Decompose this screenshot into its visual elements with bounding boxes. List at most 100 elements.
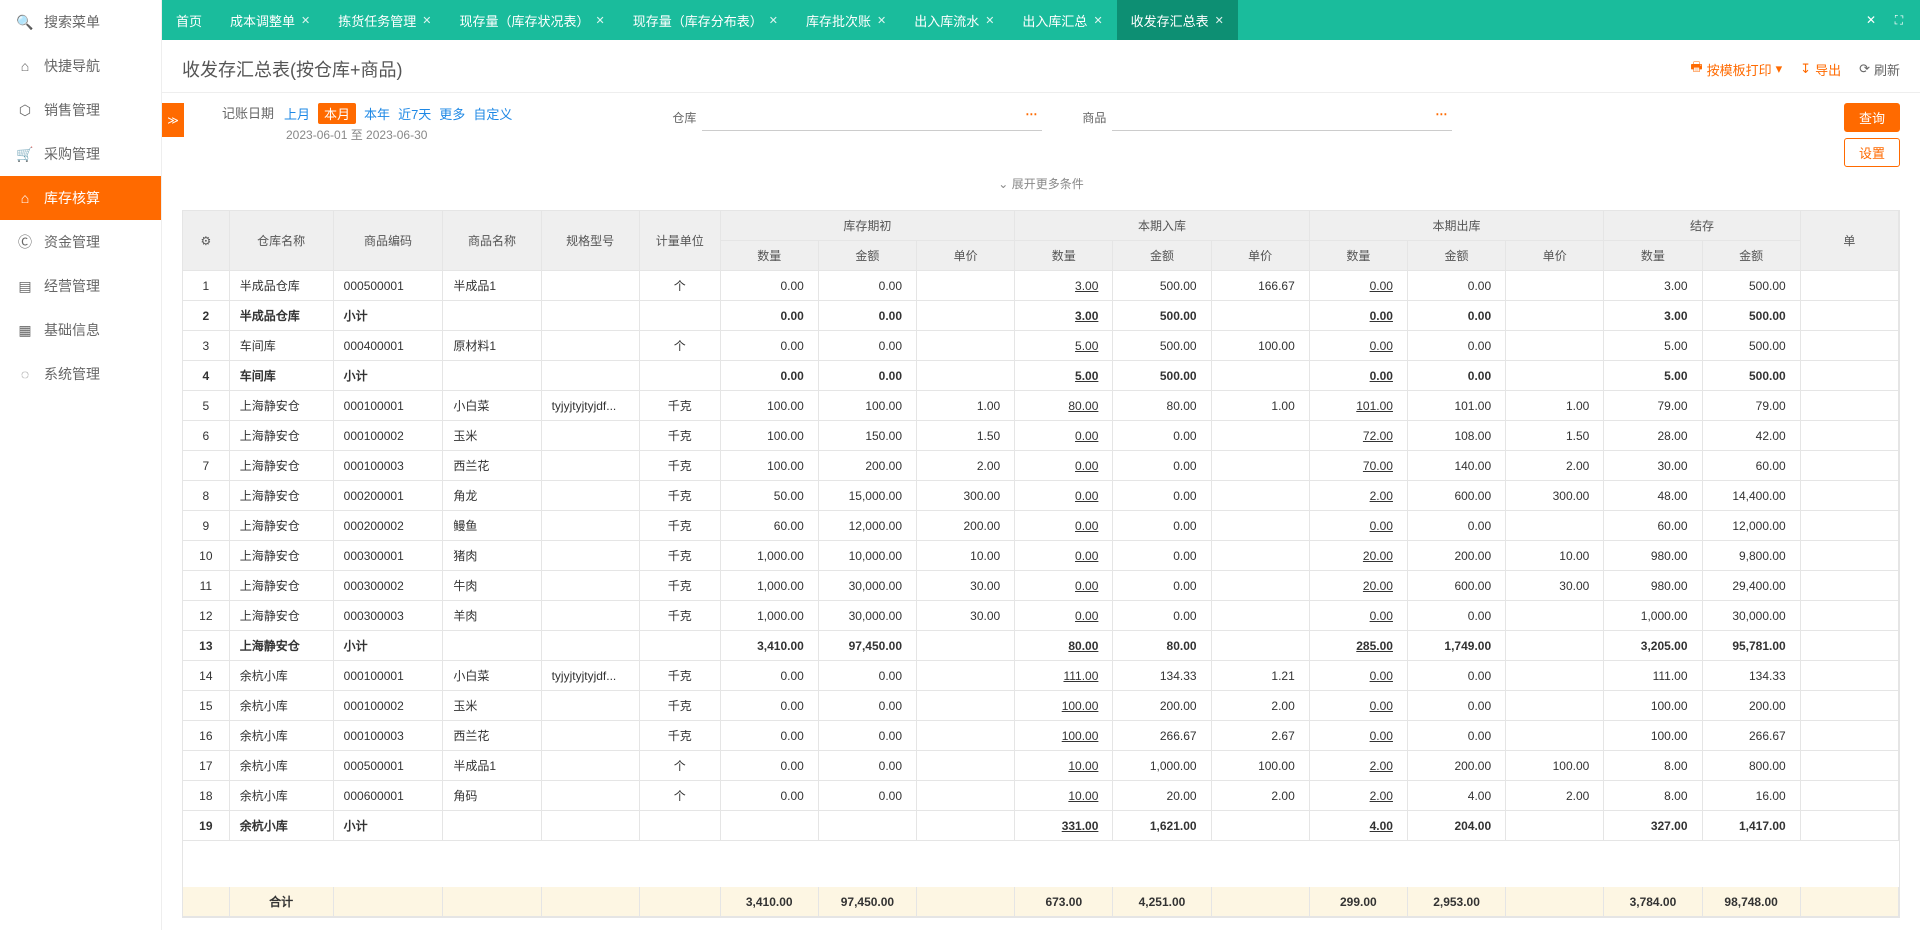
cell-pi: 2.00 xyxy=(1211,691,1309,721)
cell-qi[interactable]: 10.00 xyxy=(1015,751,1113,781)
tab-close-icon[interactable]: ✕ xyxy=(769,14,778,27)
sidebar-item-1[interactable]: ⌂ 快捷导航 xyxy=(0,44,161,88)
tab-close-icon[interactable]: ✕ xyxy=(596,14,605,27)
cell-qi[interactable]: 100.00 xyxy=(1015,691,1113,721)
cell-name: 猪肉 xyxy=(443,541,541,571)
cell-qo[interactable]: 70.00 xyxy=(1309,451,1407,481)
range-3[interactable]: 近7天 xyxy=(398,104,431,123)
cell-qi[interactable]: 0.00 xyxy=(1015,511,1113,541)
refresh-button[interactable]: ⟳ 刷新 xyxy=(1859,60,1900,79)
tab-6[interactable]: 出入库流水✕ xyxy=(900,0,1008,40)
sidebar-item-4[interactable]: ⌂ 库存核算 xyxy=(0,176,161,220)
cell-qo[interactable]: 0.00 xyxy=(1309,331,1407,361)
cell-qo[interactable]: 0.00 xyxy=(1309,601,1407,631)
cell-q0: 1,000.00 xyxy=(720,601,818,631)
sidebar-item-7[interactable]: ▦ 基础信息 xyxy=(0,308,161,352)
expand-filters-button[interactable]: ⌄ 展开更多条件 xyxy=(182,167,1900,198)
cell-qi[interactable]: 100.00 xyxy=(1015,721,1113,751)
sidebar-item-0[interactable]: 🔍 搜索菜单 xyxy=(0,0,161,44)
tab-close-icon[interactable]: ✕ xyxy=(1215,14,1224,27)
cell-qi[interactable]: 0.00 xyxy=(1015,601,1113,631)
cell-qi[interactable]: 0.00 xyxy=(1015,421,1113,451)
cell-qo[interactable]: 101.00 xyxy=(1309,391,1407,421)
cell-qo[interactable]: 20.00 xyxy=(1309,571,1407,601)
cell-qo[interactable]: 0.00 xyxy=(1309,511,1407,541)
sidebar-item-label: 库存核算 xyxy=(44,188,100,208)
tab-8[interactable]: 收发存汇总表✕ xyxy=(1117,0,1238,40)
cell-ai: 500.00 xyxy=(1113,301,1211,331)
product-picker-icon[interactable]: ⋯ xyxy=(1435,107,1448,121)
sidebar-item-3[interactable]: 🛒 采购管理 xyxy=(0,132,161,176)
print-button[interactable]: 🖶 按模板打印 ▾ xyxy=(1690,58,1782,80)
query-button[interactable]: 查询 xyxy=(1844,103,1900,132)
product-input[interactable]: ⋯ xyxy=(1112,103,1452,131)
cell-qi[interactable]: 0.00 xyxy=(1015,571,1113,601)
tab-3[interactable]: 现存量（库存状况表）✕ xyxy=(445,0,618,40)
cell-qi[interactable]: 111.00 xyxy=(1015,661,1113,691)
tab-5[interactable]: 库存批次账✕ xyxy=(792,0,900,40)
cell-qi[interactable]: 80.00 xyxy=(1015,391,1113,421)
cell-qi[interactable]: 0.00 xyxy=(1015,481,1113,511)
cell-qi[interactable]: 10.00 xyxy=(1015,781,1113,811)
cell-qi[interactable]: 80.00 xyxy=(1015,631,1113,661)
tab-close-icon[interactable]: ✕ xyxy=(1093,14,1102,27)
range-5[interactable]: 自定义 xyxy=(473,104,512,123)
range-0[interactable]: 上月 xyxy=(284,104,310,123)
sidebar-item-5[interactable]: Ⓒ 资金管理 xyxy=(0,220,161,264)
grid-body[interactable]: 1 半成品仓库 000500001 半成品1 个0.000.003.00500.… xyxy=(183,271,1899,887)
cell-ao: 204.00 xyxy=(1407,811,1505,841)
cell-qi[interactable]: 3.00 xyxy=(1015,271,1113,301)
settings-button[interactable]: 设置 xyxy=(1844,138,1900,167)
tab-close-icon[interactable]: ✕ xyxy=(422,14,431,27)
cell-qo[interactable]: 0.00 xyxy=(1309,271,1407,301)
tabs-close-all-icon[interactable]: ✕ xyxy=(1860,9,1882,31)
cell-a0: 0.00 xyxy=(818,751,916,781)
cell-qi[interactable]: 5.00 xyxy=(1015,331,1113,361)
cell-pi xyxy=(1211,421,1309,451)
tab-close-icon[interactable]: ✕ xyxy=(877,14,886,27)
cell-qo[interactable]: 0.00 xyxy=(1309,301,1407,331)
cell-qo[interactable]: 2.00 xyxy=(1309,751,1407,781)
sidebar-item-6[interactable]: ▤ 经营管理 xyxy=(0,264,161,308)
tabs-fullscreen-icon[interactable]: ⛶ xyxy=(1888,9,1910,31)
cell-qi[interactable]: 0.00 xyxy=(1015,541,1113,571)
cell-q0: 1,000.00 xyxy=(720,571,818,601)
cell-qi[interactable]: 3.00 xyxy=(1015,301,1113,331)
warehouse-picker-icon[interactable]: ⋯ xyxy=(1025,107,1038,121)
cell-qi[interactable]: 5.00 xyxy=(1015,361,1113,391)
export-button[interactable]: ↧ 导出 xyxy=(1800,60,1841,79)
search-icon: 🔍 xyxy=(16,13,34,31)
filter-collapse-icon[interactable]: ≫ xyxy=(162,103,184,137)
cell-qo[interactable]: 4.00 xyxy=(1309,811,1407,841)
tab-4[interactable]: 现存量（库存分布表）✕ xyxy=(619,0,792,40)
tab-7[interactable]: 出入库汇总✕ xyxy=(1008,0,1116,40)
cell-qo[interactable]: 0.00 xyxy=(1309,691,1407,721)
sidebar-item-8[interactable]: ◌ 系统管理 xyxy=(0,352,161,396)
cell-qi[interactable]: 0.00 xyxy=(1015,451,1113,481)
tab-close-icon[interactable]: ✕ xyxy=(985,14,994,27)
tab-1[interactable]: 成本调整单✕ xyxy=(216,0,324,40)
range-2[interactable]: 本年 xyxy=(364,104,390,123)
tab-close-icon[interactable]: ✕ xyxy=(301,14,310,27)
cell-q0: 3,410.00 xyxy=(720,631,818,661)
cell-p0: 1.00 xyxy=(917,391,1015,421)
cell-qo[interactable]: 0.00 xyxy=(1309,361,1407,391)
cell-qo[interactable]: 0.00 xyxy=(1309,721,1407,751)
grid-settings-icon[interactable]: ⚙ xyxy=(183,211,229,271)
range-1[interactable]: 本月 xyxy=(318,103,356,124)
cell-qo[interactable]: 72.00 xyxy=(1309,421,1407,451)
cell-qo[interactable]: 2.00 xyxy=(1309,781,1407,811)
cell-qi[interactable]: 331.00 xyxy=(1015,811,1113,841)
tab-2[interactable]: 拣货任务管理✕ xyxy=(324,0,445,40)
total-pi xyxy=(1211,887,1309,917)
cell-qo[interactable]: 285.00 xyxy=(1309,631,1407,661)
sidebar-item-2[interactable]: ⬡ 销售管理 xyxy=(0,88,161,132)
cell-name: 西兰花 xyxy=(443,721,541,751)
tab-0[interactable]: 首页 xyxy=(162,0,216,40)
range-4[interactable]: 更多 xyxy=(439,104,465,123)
cell-qo[interactable]: 0.00 xyxy=(1309,661,1407,691)
cell-ai: 0.00 xyxy=(1113,421,1211,451)
cell-qo[interactable]: 2.00 xyxy=(1309,481,1407,511)
warehouse-input[interactable]: ⋯ xyxy=(702,103,1042,131)
cell-qo[interactable]: 20.00 xyxy=(1309,541,1407,571)
